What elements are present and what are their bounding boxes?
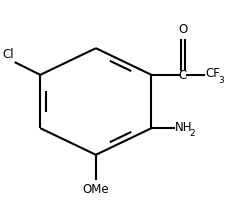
Text: O: O — [178, 23, 187, 36]
Text: OMe: OMe — [83, 183, 109, 195]
Text: 3: 3 — [218, 76, 224, 85]
Text: CF: CF — [205, 67, 220, 80]
Text: 2: 2 — [189, 128, 195, 137]
Text: NH: NH — [175, 120, 192, 133]
Text: Cl: Cl — [3, 48, 14, 61]
Text: C: C — [179, 69, 187, 82]
